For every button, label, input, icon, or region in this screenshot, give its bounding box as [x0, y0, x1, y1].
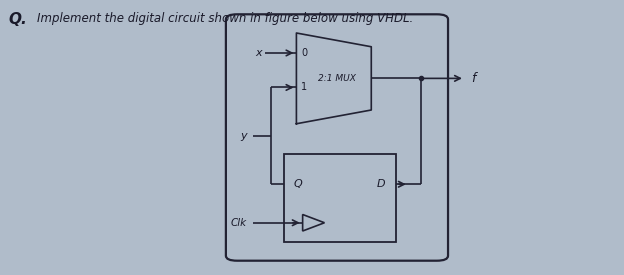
- Text: 0: 0: [301, 48, 308, 58]
- Text: Q: Q: [293, 179, 302, 189]
- Text: Implement the digital circuit shown in figure below using VHDL.: Implement the digital circuit shown in f…: [37, 12, 414, 25]
- Text: Q.: Q.: [8, 12, 27, 28]
- Text: 2:1 MUX: 2:1 MUX: [318, 74, 356, 83]
- Text: D: D: [376, 179, 385, 189]
- Bar: [284, 154, 396, 242]
- Text: Clk: Clk: [230, 218, 246, 228]
- Text: f: f: [471, 72, 475, 85]
- Text: y: y: [240, 131, 246, 141]
- Text: x: x: [255, 48, 262, 58]
- Text: 1: 1: [301, 82, 308, 92]
